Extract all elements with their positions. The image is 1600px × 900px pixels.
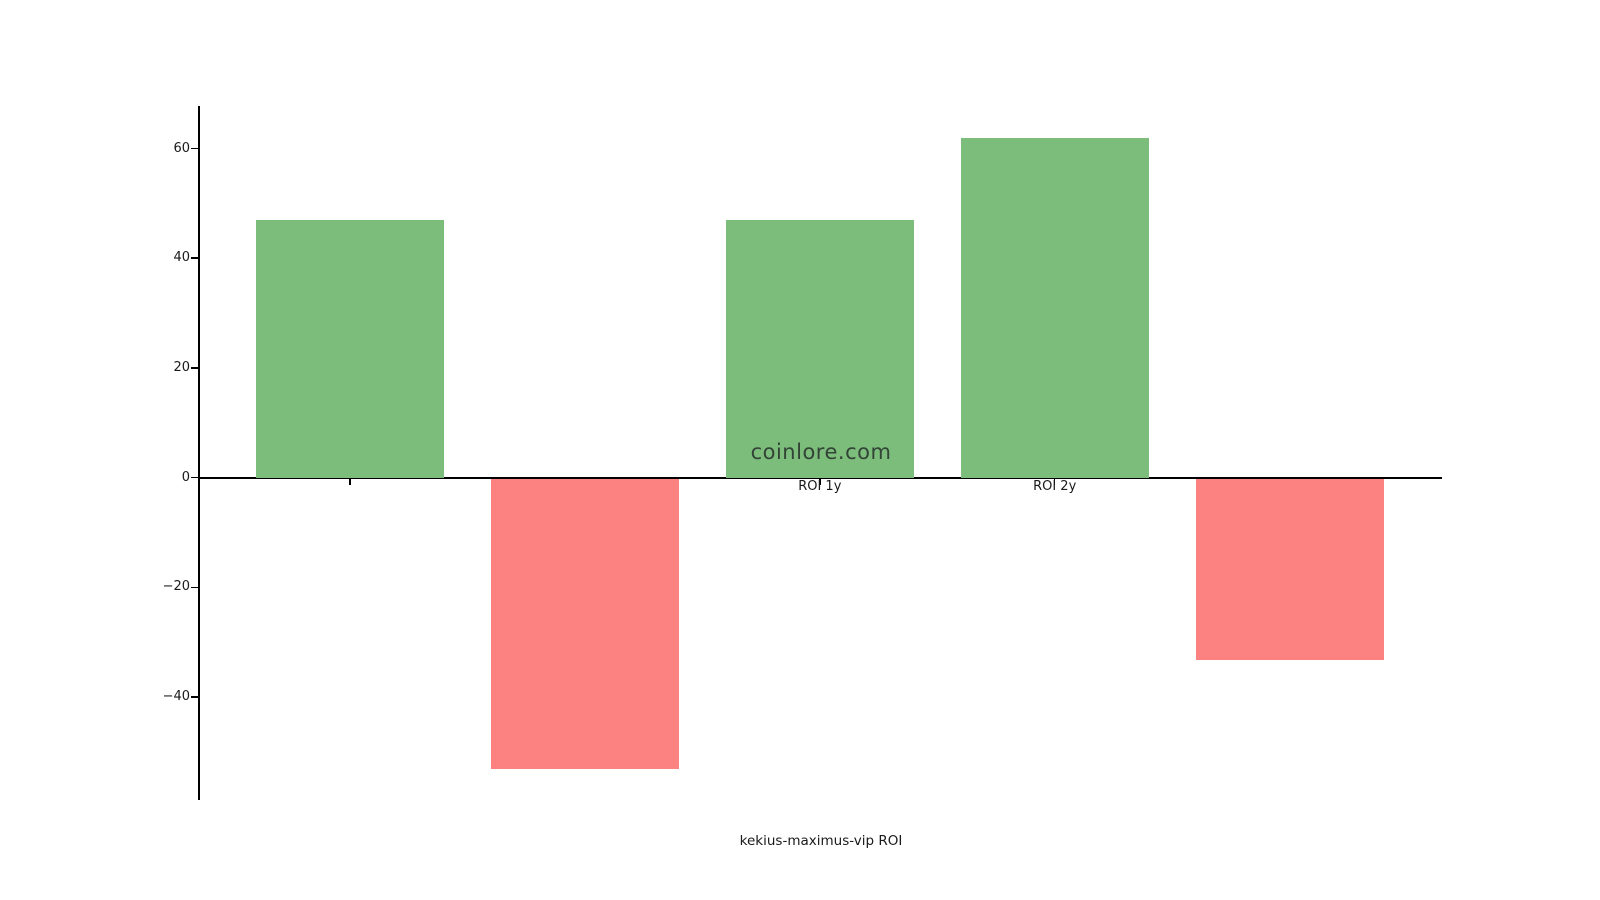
y-tick-mark: [191, 696, 199, 698]
watermark: coinlore.com: [750, 440, 892, 464]
y-axis-line: [198, 106, 200, 800]
bar: [490, 478, 679, 770]
y-tick-label: 60: [173, 140, 190, 156]
x-axis-zero-line: [198, 476, 1442, 479]
y-tick-label: −40: [162, 689, 190, 705]
x-tick-mark: [349, 477, 351, 485]
y-tick-label: 20: [173, 359, 190, 375]
bar: [1195, 478, 1384, 660]
y-tick-mark: [191, 476, 199, 479]
y-tick-mark: [191, 257, 199, 259]
y-tick-label: 40: [173, 250, 190, 266]
chart-xlabel: kekius-maximus-vip ROI: [739, 833, 903, 849]
x-tick-label: ROI 2y: [1033, 479, 1077, 494]
y-tick-mark: [191, 147, 199, 150]
bar: [960, 137, 1149, 478]
bar: [725, 219, 914, 478]
y-tick-mark: [191, 586, 199, 589]
y-tick-label: 0: [181, 469, 190, 485]
y-tick-label: −20: [162, 579, 190, 595]
x-tick-mark: [819, 477, 821, 485]
bar: [256, 219, 444, 478]
x-tick-mark: [1053, 477, 1056, 485]
y-tick-mark: [191, 367, 199, 369]
x-tick-label: ROI 1y: [798, 479, 842, 494]
